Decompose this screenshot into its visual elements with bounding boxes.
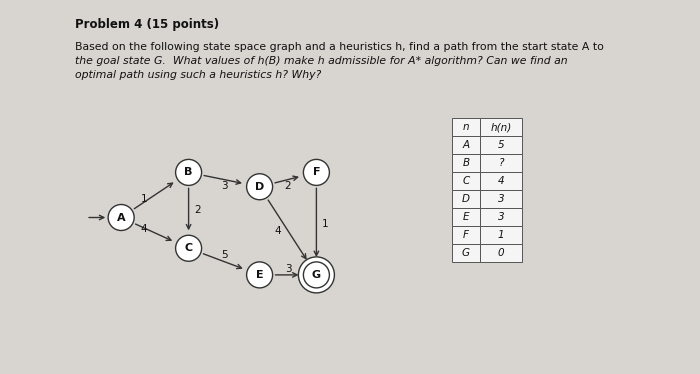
Text: G: G [312, 270, 321, 280]
Circle shape [246, 262, 272, 288]
Text: 1: 1 [141, 194, 148, 204]
Text: 3: 3 [285, 264, 291, 274]
Circle shape [108, 205, 134, 230]
Bar [480, 118, 522, 136]
Text: 5: 5 [498, 140, 504, 150]
Text: n: n [463, 122, 469, 132]
Circle shape [303, 262, 330, 288]
Text: F: F [313, 168, 320, 177]
Bar [452, 190, 480, 208]
Bar [480, 244, 522, 262]
Bar [480, 172, 522, 190]
Bar [452, 154, 480, 172]
Text: D: D [255, 182, 264, 192]
Bar [480, 190, 522, 208]
Bar [480, 208, 522, 226]
Text: C: C [463, 176, 470, 186]
Text: 3: 3 [220, 181, 228, 191]
Text: h(n): h(n) [491, 122, 512, 132]
Bar [452, 172, 480, 190]
Text: A: A [463, 140, 470, 150]
Text: B: B [463, 158, 470, 168]
Bar [452, 118, 480, 136]
Circle shape [176, 235, 202, 261]
Bar [452, 136, 480, 154]
Text: 0: 0 [498, 248, 504, 258]
Text: 5: 5 [220, 251, 228, 260]
Text: 4: 4 [141, 224, 148, 234]
Text: 1: 1 [498, 230, 504, 240]
Text: 4: 4 [498, 176, 504, 186]
Bar [480, 226, 522, 244]
Circle shape [246, 174, 272, 200]
Circle shape [298, 257, 335, 293]
Text: 1: 1 [322, 219, 328, 229]
Text: G: G [462, 248, 470, 258]
Bar [452, 244, 480, 262]
Text: A: A [117, 212, 125, 223]
Text: F: F [463, 230, 469, 240]
Circle shape [176, 159, 202, 186]
Text: the goal state G.  What values of h(B) make h admissible for A* algorithm? Can w: the goal state G. What values of h(B) ma… [75, 56, 568, 66]
Text: Problem 4 (15 points): Problem 4 (15 points) [75, 18, 219, 31]
Text: optimal path using such a heuristics h? Why?: optimal path using such a heuristics h? … [75, 70, 321, 80]
Text: C: C [185, 243, 193, 253]
Text: ?: ? [498, 158, 504, 168]
Text: B: B [184, 168, 192, 177]
Text: 4: 4 [274, 226, 281, 236]
Text: 2: 2 [285, 181, 291, 191]
Bar [480, 136, 522, 154]
Text: E: E [463, 212, 469, 222]
Text: 3: 3 [498, 212, 504, 222]
Text: 3: 3 [498, 194, 504, 204]
Text: 2: 2 [194, 205, 201, 215]
Bar [452, 208, 480, 226]
Text: Based on the following state space graph and a heuristics h, find a path from th: Based on the following state space graph… [75, 42, 604, 52]
Text: E: E [256, 270, 263, 280]
Text: D: D [462, 194, 470, 204]
Circle shape [303, 159, 330, 186]
Bar [480, 154, 522, 172]
Bar [452, 226, 480, 244]
